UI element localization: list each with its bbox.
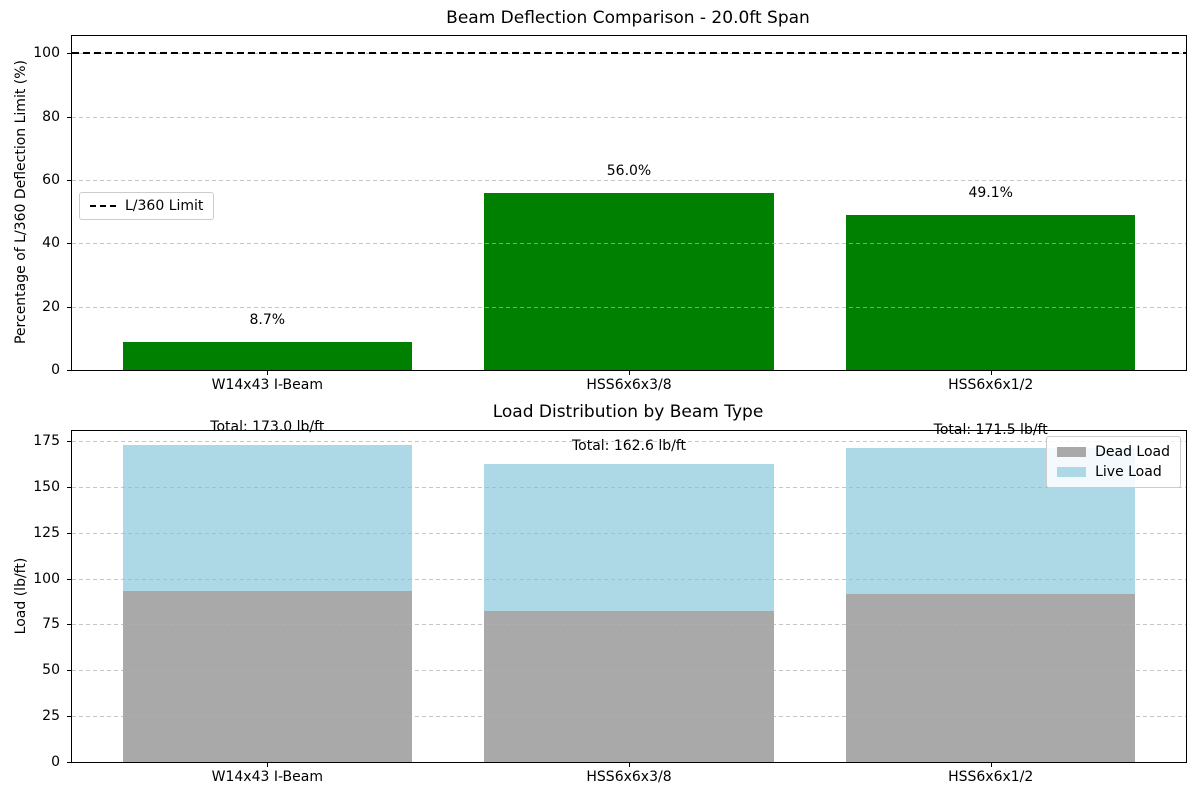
gridline-y-50 (72, 670, 1186, 672)
y-tick-label: 75 (42, 616, 60, 633)
y-tick (67, 370, 71, 371)
gridline-y-80 (72, 116, 1186, 118)
deflection-bar (122, 342, 412, 370)
bar-segment-dead-load (484, 610, 774, 762)
deflection-legend: L/360 Limit (79, 192, 215, 220)
y-tick (67, 716, 71, 718)
y-tick (67, 578, 71, 580)
y-tick (67, 306, 71, 308)
deflection-y-axis-label: Percentage of L/360 Deflection Limit (%) (13, 59, 29, 345)
deflection-bar (846, 214, 1136, 370)
deflection-bar (484, 192, 774, 370)
y-tick (67, 116, 71, 118)
y-tick-label: 125 (33, 524, 60, 541)
x-tick (990, 371, 992, 375)
total-annotation: Total: 162.6 lb/ft (571, 437, 687, 454)
y-tick-label: 100 (33, 45, 60, 62)
deflection-plot-area: L/360 Limit 0 20 40 60 80 100 W14x43 I-Beam 8.7… (33, 35, 1187, 393)
legend-entry-dead-load: Dead Load (1057, 442, 1170, 462)
load-legend: Dead Load Live Load (1046, 436, 1181, 488)
y-tick-label: 100 (33, 570, 60, 587)
x-tick-label: W14x43 I-Beam (211, 769, 323, 785)
y-tick-label: 0 (51, 754, 60, 770)
y-tick-label: 50 (42, 662, 60, 679)
live-load-swatch (1057, 467, 1087, 477)
y-tick-label: 150 (33, 478, 60, 495)
y-tick-label: 25 (42, 708, 60, 725)
gridline-y-60 (72, 180, 1186, 182)
percentage-annotation: 49.1% (968, 184, 1013, 201)
legend-label: L/360 Limit (125, 198, 204, 214)
dashed-line-swatch (90, 205, 116, 207)
y-tick-label: 80 (42, 108, 60, 125)
y-tick (67, 624, 71, 626)
y-tick-label: 0 (51, 362, 60, 378)
gridline-y-20 (72, 306, 1186, 308)
legend-label: Dead Load (1095, 444, 1170, 460)
x-tick (267, 763, 269, 767)
bar-segment-dead-load (846, 594, 1136, 762)
bar-segment-dead-load (122, 591, 412, 762)
bar-segment-live-load (122, 444, 412, 592)
y-tick (67, 532, 71, 534)
y-tick (67, 762, 71, 763)
x-tick-label: HSS6x6x1/2 (948, 377, 1034, 393)
y-tick (67, 441, 71, 443)
x-tick (629, 763, 630, 767)
y-tick (67, 670, 71, 672)
percentage-annotation: 56.0% (606, 162, 652, 179)
gridline-y-25 (72, 716, 1186, 718)
y-tick (67, 180, 71, 182)
deflection-chart-title: Beam Deflection Comparison - 20.0ft Span (446, 8, 810, 28)
gridline-y-100 (72, 578, 1186, 580)
y-tick-label: 20 (42, 298, 60, 315)
y-tick (67, 486, 71, 488)
y-tick-label: 175 (33, 433, 60, 450)
x-tick-label: HSS6x6x3/8 (586, 377, 672, 393)
dead-load-swatch (1057, 447, 1087, 457)
gridline-y-40 (72, 243, 1186, 245)
total-annotation: Total: 173.0 lb/ft (210, 418, 325, 435)
percentage-annotation: 8.7% (249, 312, 286, 329)
gridline-y-150 (72, 486, 1186, 488)
bar-segment-live-load (484, 463, 774, 611)
x-tick (629, 371, 630, 375)
x-tick-label: HSS6x6x1/2 (948, 769, 1034, 785)
load-plot-area: Dead Load Live Load 0 25 50 75 100 125 150 175 W… (33, 419, 1187, 785)
total-annotation: Total: 171.5 lb/ft (933, 421, 1048, 438)
x-tick (990, 763, 992, 767)
legend-label: Live Load (1095, 464, 1162, 480)
y-tick (67, 243, 71, 245)
y-tick (67, 53, 71, 55)
x-tick-label: W14x43 I-Beam (211, 377, 323, 393)
gridline-y-75 (72, 624, 1186, 626)
x-tick-label: HSS6x6x3/8 (586, 769, 672, 785)
load-chart-title: Load Distribution by Beam Type (492, 402, 764, 422)
gridline-y-175 (72, 441, 1186, 443)
gridline-y-125 (72, 532, 1186, 534)
legend-entry-live-load: Live Load (1057, 462, 1170, 482)
x-tick (267, 371, 269, 375)
y-tick-label: 60 (42, 172, 60, 189)
limit-line (72, 52, 1186, 55)
y-tick-label: 40 (42, 235, 60, 252)
load-y-axis-label: Load (lb/ft) (13, 557, 29, 635)
